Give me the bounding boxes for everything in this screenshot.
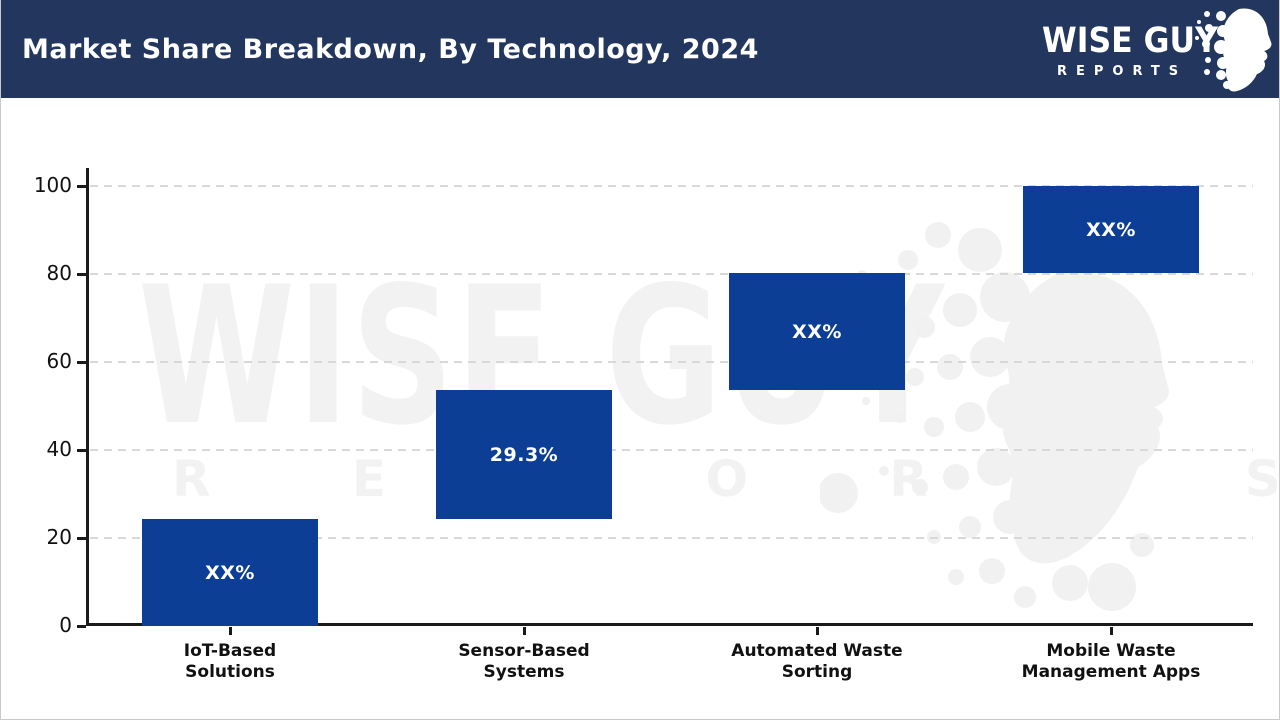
gridline (90, 185, 1253, 187)
gridline (90, 537, 1253, 539)
y-axis-line (86, 168, 89, 626)
category-label-line: Sorting (781, 662, 853, 682)
category-label-line: Mobile Waste (1046, 641, 1176, 661)
y-axis-tick (77, 625, 86, 628)
bar-value-label: XX% (1086, 218, 1136, 241)
x-axis-category-label: Mobile Waste Management Apps (991, 641, 1231, 683)
gridline (90, 273, 1253, 275)
bar-segment: XX% (142, 519, 318, 626)
header-bar: Market Share Breakdown, By Technology, 2… (0, 0, 1280, 98)
y-axis-tick (77, 361, 86, 364)
chart-title: Market Share Breakdown, By Technology, 2… (22, 33, 759, 65)
x-axis-category-label: Sensor-Based Systems (404, 641, 644, 683)
y-axis-tick-label: 60 (46, 349, 72, 373)
y-axis-tick (77, 449, 86, 452)
logo-wordmark: WISE GUY (1042, 21, 1218, 61)
bar-segment: XX% (729, 273, 905, 391)
x-axis-tick (523, 627, 526, 635)
category-label-line: Automated Waste (731, 641, 903, 661)
bar-segment: XX% (1023, 186, 1199, 274)
y-axis-tick (77, 537, 86, 540)
x-axis-tick (1110, 627, 1113, 635)
category-label-line: Solutions (185, 662, 275, 682)
x-axis-line (86, 623, 1253, 626)
y-axis-tick-label: 40 (46, 437, 72, 461)
x-axis-tick (816, 627, 819, 635)
category-label-line: Systems (483, 662, 565, 682)
wiseguy-head-icon (1195, 8, 1272, 92)
bar-segment: 29.3% (436, 390, 612, 520)
logo-subtitle: REPORTS (1057, 64, 1188, 79)
y-axis-tick-label: 0 (59, 613, 72, 637)
bar-value-label: 29.3% (489, 443, 559, 466)
y-axis-tick-label: 100 (33, 173, 72, 197)
gridline (90, 361, 1253, 363)
x-axis-tick (229, 627, 232, 635)
category-label-line: Sensor-Based (458, 641, 590, 661)
bar-value-label: XX% (205, 561, 255, 584)
x-axis-category-label: Automated Waste Sorting (697, 641, 937, 683)
y-axis-tick-label: 80 (46, 261, 72, 285)
gridline (90, 449, 1253, 451)
x-axis-category-label: IoT-Based Solutions (110, 641, 350, 683)
watermark-head-icon (820, 222, 1169, 611)
category-label-line: IoT-Based (183, 641, 277, 661)
y-axis-tick-label: 20 (46, 525, 72, 549)
category-label-line: Management Apps (1021, 662, 1201, 682)
y-axis-tick (77, 273, 86, 276)
bar-value-label: XX% (792, 320, 842, 343)
y-axis-tick (77, 185, 86, 188)
